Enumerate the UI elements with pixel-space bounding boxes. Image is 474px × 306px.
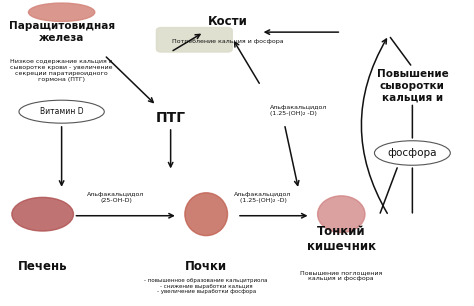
Ellipse shape bbox=[19, 100, 104, 123]
Text: Альфакальцидол
(25-OH-D): Альфакальцидол (25-OH-D) bbox=[87, 192, 145, 203]
Text: Кости: Кости bbox=[208, 15, 247, 28]
FancyBboxPatch shape bbox=[156, 28, 232, 52]
Text: Паращитовидная
железа: Паращитовидная железа bbox=[9, 21, 115, 43]
Text: Низкое содержание кальция в
сыворотке крови - увеличение
секреции паратиреоидног: Низкое содержание кальция в сыворотке кр… bbox=[10, 59, 113, 82]
Ellipse shape bbox=[12, 197, 73, 231]
Text: Витамин D: Витамин D bbox=[40, 107, 83, 116]
Text: ПТГ: ПТГ bbox=[155, 111, 186, 125]
Ellipse shape bbox=[318, 196, 365, 233]
FancyArrowPatch shape bbox=[361, 39, 387, 213]
Text: Тонкий
кишечник: Тонкий кишечник bbox=[307, 225, 376, 253]
Text: фосфора: фосфора bbox=[388, 148, 437, 158]
Text: - повышенное образование кальцитриола
- снижение выработки кальция
- увеличение : - повышенное образование кальцитриола - … bbox=[145, 278, 268, 294]
Text: Альфакальцидол
(1.25-(OH)₂ -D): Альфакальцидол (1.25-(OH)₂ -D) bbox=[270, 105, 328, 116]
Text: Потребление кальция и фосфора: Потребление кальция и фосфора bbox=[172, 39, 283, 44]
Ellipse shape bbox=[374, 141, 450, 165]
Text: Почки: Почки bbox=[185, 260, 227, 273]
Text: Альфакальцидол
(1.25-(OH)₂ -D): Альфакальцидол (1.25-(OH)₂ -D) bbox=[234, 192, 292, 203]
Ellipse shape bbox=[28, 3, 95, 21]
Ellipse shape bbox=[185, 193, 228, 236]
Text: Повышение поглощения
кальция и фосфора: Повышение поглощения кальция и фосфора bbox=[300, 270, 383, 281]
Text: Печень: Печень bbox=[18, 260, 67, 273]
Text: Повышение
сыворотки
кальция и: Повышение сыворотки кальция и bbox=[376, 69, 448, 102]
